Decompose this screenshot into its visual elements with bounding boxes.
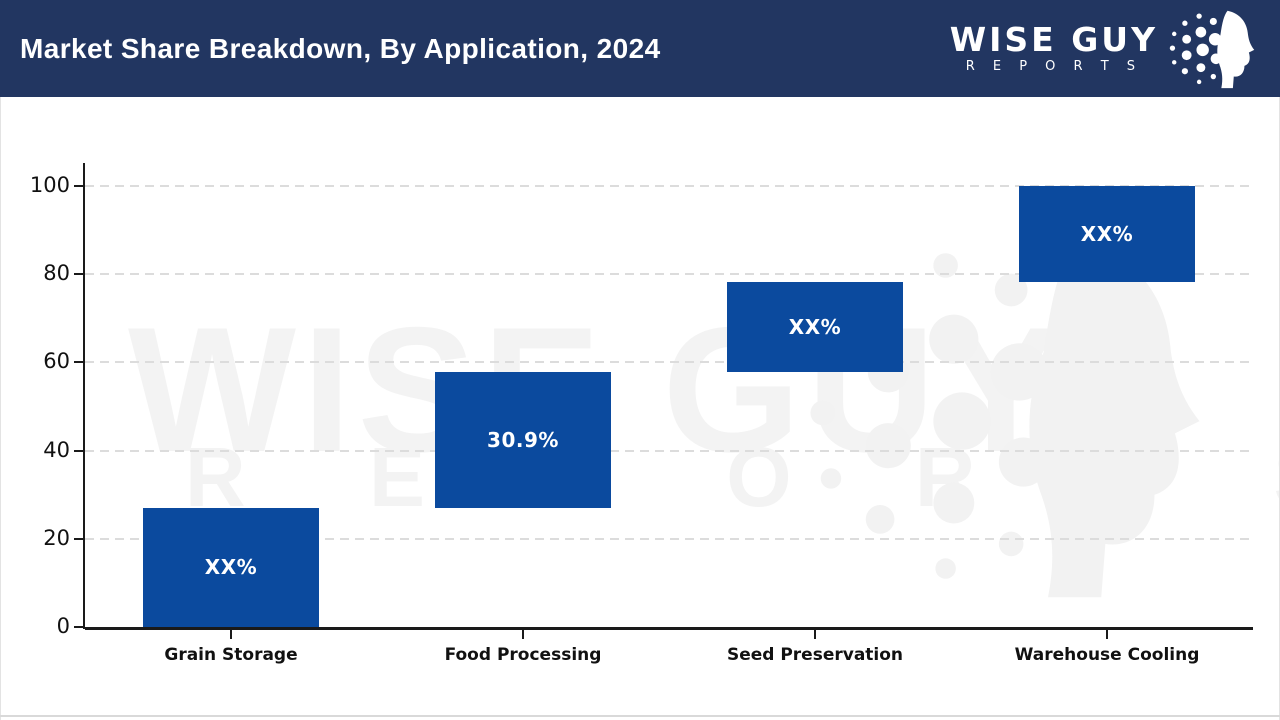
gridline (85, 449, 1253, 452)
header-banner: Market Share Breakdown, By Application, … (0, 0, 1280, 97)
y-tick-mark (74, 537, 83, 540)
x-tick-label: Food Processing (444, 645, 602, 665)
bar-value-label: XX% (788, 314, 842, 339)
y-tick-mark (74, 185, 83, 187)
x-tick-label: Seed Preservation (726, 645, 904, 665)
bar-segment: XX% (727, 282, 903, 372)
y-tick-mark (74, 449, 83, 452)
gridline (85, 361, 1253, 364)
y-tick-label: 0 (56, 614, 70, 638)
x-axis-line (85, 627, 1253, 630)
wiseguy-logo-text: WISE GUY R E P O R T S (949, 19, 1158, 75)
y-tick-label: 80 (43, 261, 70, 286)
bar-segment: XX% (143, 507, 319, 627)
bottom-divider (0, 715, 1280, 717)
logo-wiseguy-wordmark: WISE GUY (949, 19, 1158, 59)
bar-value-label: 30.9% (487, 427, 559, 452)
gridline (85, 537, 1253, 540)
bar-segment: 30.9% (435, 371, 611, 508)
x-tick-mark (1106, 630, 1108, 639)
y-tick-label: 40 (43, 437, 70, 462)
wiseguy-logo-face-icon (1169, 10, 1255, 88)
gridline (85, 185, 1253, 187)
y-tick-label: 20 (43, 525, 70, 550)
watermark-head-icon (810, 240, 1200, 598)
chart-title: Market Share Breakdown, By Application, … (20, 32, 661, 64)
y-tick-mark (74, 626, 83, 628)
y-tick-label: 60 (43, 349, 70, 374)
x-tick-mark (230, 630, 232, 639)
x-tick-mark (814, 630, 816, 639)
wiseguy-logo: WISE GUY R E P O R T S (950, 9, 1262, 89)
logo-reports-wordmark: R E P O R T S (965, 58, 1143, 74)
bar-value-label: XX% (1080, 222, 1134, 247)
y-tick-mark (74, 361, 83, 364)
x-tick-label: Warehouse Cooling (1014, 645, 1200, 665)
bar-segment: XX% (1019, 186, 1195, 283)
x-tick-label: Grain Storage (164, 645, 298, 665)
x-tick-mark (522, 630, 524, 639)
y-axis-line (83, 163, 85, 629)
gridline (85, 273, 1253, 276)
y-tick-label: 100 (29, 173, 70, 197)
y-tick-mark (74, 273, 83, 276)
bar-value-label: XX% (204, 555, 258, 580)
chart-area: WISE GUY R E P O R T S 0 20 40 60 80 100 XX% Gr… (0, 97, 1280, 716)
